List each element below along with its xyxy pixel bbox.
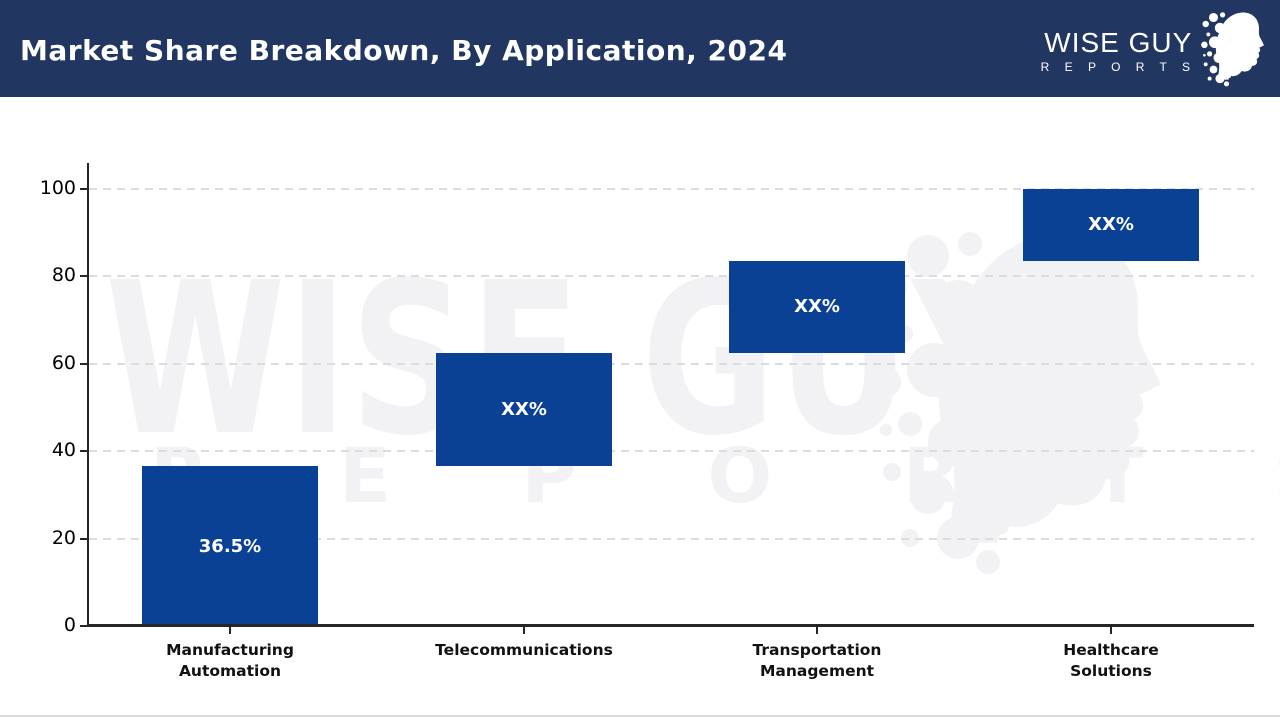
- y-tick: [80, 275, 87, 277]
- x-tick: [229, 626, 231, 634]
- gridline: [89, 537, 1254, 540]
- gridline: [89, 275, 1254, 277]
- bar-segment: 36.5%: [142, 466, 318, 626]
- y-tick: [80, 625, 87, 627]
- header-bar: Market Share Breakdown, By Application, …: [0, 0, 1280, 97]
- category-label: Healthcare Solutions: [1063, 641, 1159, 680]
- x-tick: [816, 626, 818, 634]
- x-tick: [523, 626, 525, 634]
- category-label: Telecommunications: [435, 641, 613, 659]
- gridline: [89, 187, 1254, 190]
- bar-segment: XX%: [1023, 188, 1199, 261]
- x-axis-spine: [87, 624, 1254, 627]
- x-tick: [1110, 626, 1112, 634]
- y-tick-label: 80: [51, 264, 76, 286]
- y-tick-label: 100: [39, 176, 76, 199]
- wise-guy-reports-logo: WISE GUY R E P O R T S: [1041, 8, 1266, 92]
- category-label: Manufacturing Automation: [166, 641, 294, 680]
- y-tick-label: 40: [51, 439, 76, 461]
- logo-subtext: R E P O R T S: [1040, 59, 1196, 74]
- bottom-divider: [0, 715, 1280, 717]
- y-tick: [80, 187, 87, 190]
- logo-head-icon: [1201, 12, 1264, 87]
- y-tick: [80, 450, 87, 452]
- bar-segment: XX%: [436, 352, 612, 467]
- page-title: Market Share Breakdown, By Application, …: [20, 34, 788, 67]
- bar-value-label: 36.5%: [198, 535, 262, 557]
- bar-segment: XX%: [729, 260, 905, 353]
- y-tick: [80, 537, 87, 540]
- category-label: Transportation Management: [752, 641, 882, 680]
- y-tick-label: 0: [63, 614, 76, 636]
- bar-value-label: XX%: [501, 398, 547, 420]
- gridline: [89, 362, 1254, 365]
- y-tick-label: 60: [51, 351, 76, 374]
- y-axis-spine: [87, 163, 89, 626]
- logo-text: WISE GUY R E P O R T S: [1041, 27, 1196, 74]
- y-tick: [80, 362, 87, 365]
- logo-wordmark: WISE GUY: [1044, 26, 1193, 58]
- bar-value-label: XX%: [794, 296, 840, 318]
- gridline: [89, 450, 1254, 452]
- bar-value-label: XX%: [1088, 214, 1134, 236]
- y-tick-label: 20: [51, 526, 76, 549]
